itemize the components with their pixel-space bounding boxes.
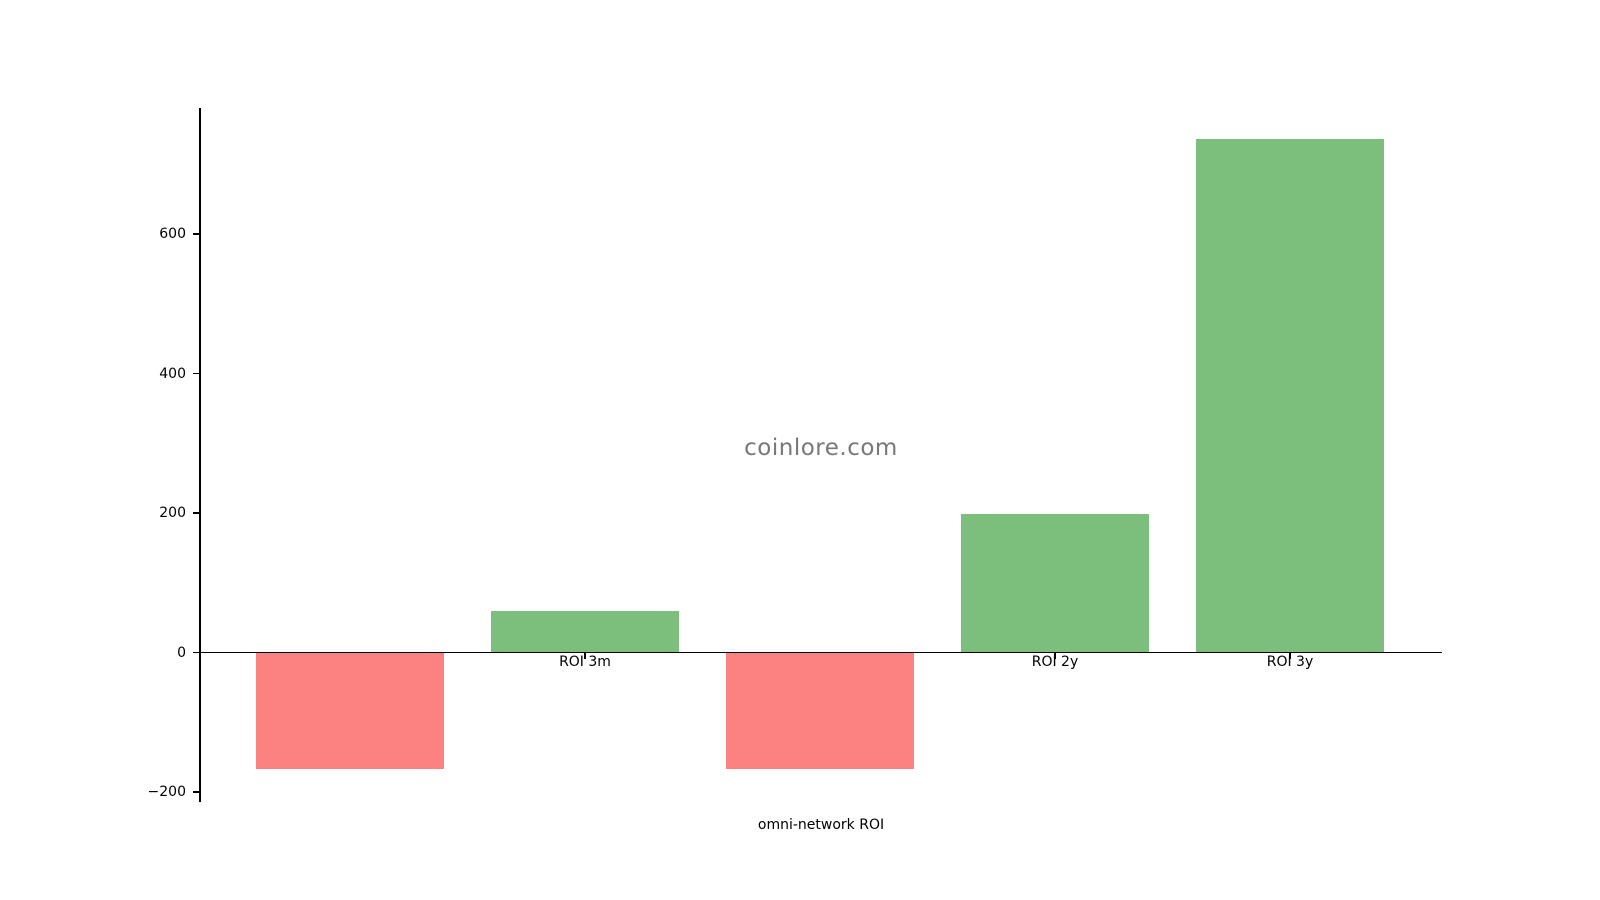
y-tick-mark <box>193 651 200 654</box>
y-tick-mark <box>193 791 200 793</box>
y-tick-mark <box>193 512 200 514</box>
x-tick-mark <box>1054 652 1056 659</box>
y-tick-label: 200 <box>159 505 186 521</box>
x-tick-label: ROI 3m <box>559 654 611 670</box>
y-tick-mark <box>193 233 200 235</box>
y-tick-mark <box>193 372 200 375</box>
y-tick-label: −200 <box>147 784 186 800</box>
x-tick-mark <box>584 652 586 659</box>
bar-positive <box>1196 139 1384 653</box>
bar-positive <box>491 611 679 653</box>
bar-negative <box>726 653 914 770</box>
bar-positive <box>961 514 1149 653</box>
x-tick-label: ROI 2y <box>1031 654 1079 670</box>
x-tick-label: ROI 3y <box>1266 654 1314 670</box>
y-tick-label: 600 <box>159 226 186 242</box>
bar-negative <box>256 653 444 770</box>
x-tick-mark <box>1289 652 1291 659</box>
y-tick-label: 400 <box>159 365 186 382</box>
watermark: coinlore.com <box>744 435 898 461</box>
chart-title: omni-network ROI <box>757 817 885 833</box>
y-axis-line <box>199 108 201 802</box>
y-tick-label: 0 <box>177 644 186 661</box>
